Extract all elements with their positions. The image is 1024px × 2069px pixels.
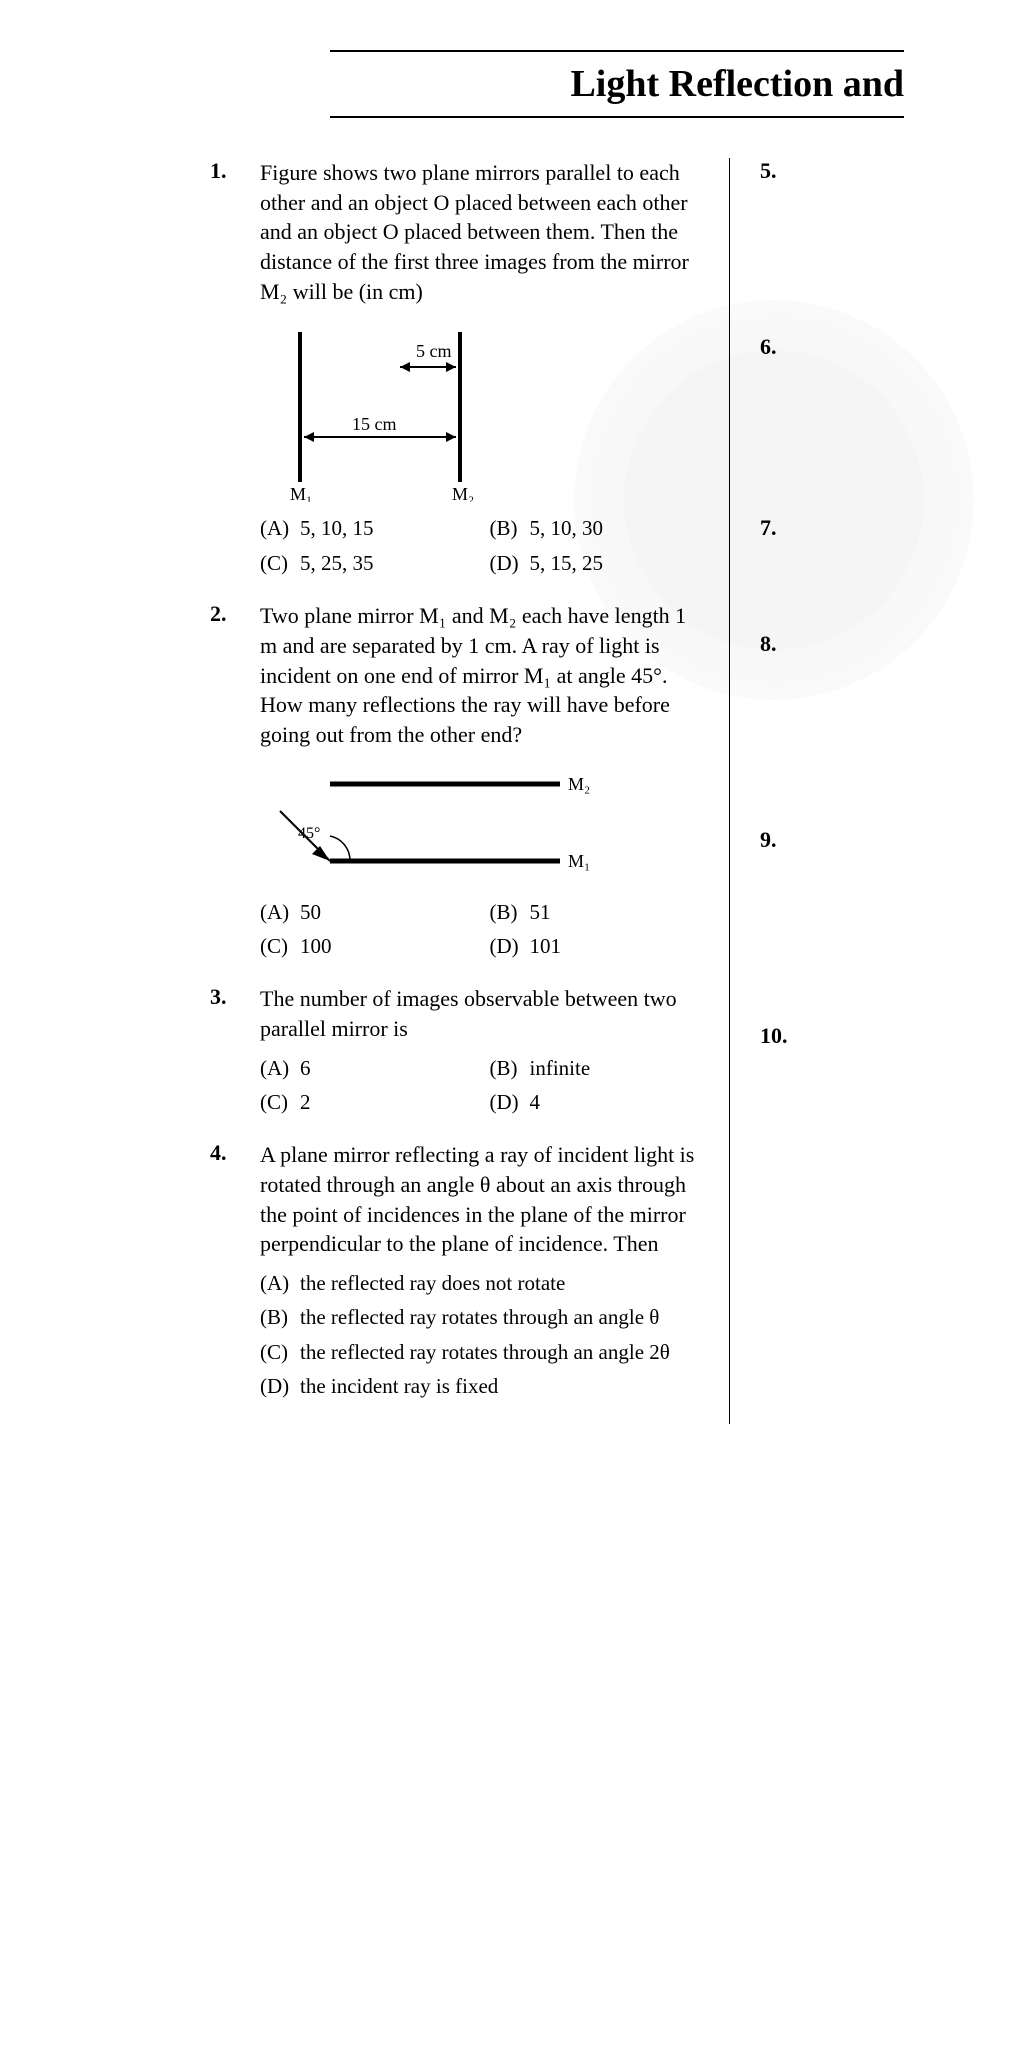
right-question-number: 8. [760, 631, 880, 657]
figure-parallel-mirrors: 5 cm 15 cm M₁ M₂ [260, 322, 699, 502]
chapter-title: Light Reflection and [0, 62, 1024, 106]
right-question-number: 10. [760, 1023, 880, 1049]
right-question-number: 6. [760, 334, 880, 360]
option-d: (D)4 [490, 1088, 700, 1116]
question-number: 1. [210, 158, 260, 577]
question-1: 1. Figure shows two plane mirrors parall… [210, 158, 699, 577]
fig-label-45: 45° [298, 825, 320, 842]
options: (A)the reflected ray does not rotate (B)… [260, 1269, 699, 1400]
ray-svg: M₂ M₁ 45° [260, 766, 620, 886]
option-c: (C)2 [260, 1088, 470, 1116]
question-body: Figure shows two plane mirrors parallel … [260, 158, 699, 577]
column-left: 1. Figure shows two plane mirrors parall… [0, 158, 730, 1424]
fig-label-15cm: 15 cm [352, 414, 397, 434]
option-a: (A)6 [260, 1054, 470, 1082]
option-a: (A)50 [260, 898, 470, 926]
option-b: (B)5, 10, 30 [490, 514, 700, 542]
fig-label-5cm: 5 cm [416, 341, 452, 361]
question-text: A plane mirror reflecting a ray of incid… [260, 1140, 699, 1259]
option-a: (A)5, 10, 15 [260, 514, 470, 542]
option-b: (B)infinite [490, 1054, 700, 1082]
header-rule-bottom [330, 116, 904, 118]
option-b: (B)the reflected ray rotates through an … [260, 1303, 699, 1331]
content-row: 1. Figure shows two plane mirrors parall… [0, 158, 1024, 1424]
option-c: (C)100 [260, 932, 470, 960]
right-question-number: 5. [760, 158, 880, 184]
question-body: Two plane mirror M₁ and M₂ each have len… [260, 601, 699, 960]
question-text: Figure shows two plane mirrors parallel … [260, 158, 699, 306]
question-text: The number of images observable between … [260, 984, 699, 1043]
figure-ray-mirrors: M₂ M₁ 45° [260, 766, 699, 886]
question-body: The number of images observable between … [260, 984, 699, 1116]
question-body: A plane mirror reflecting a ray of incid… [260, 1140, 699, 1400]
header-rule-top [330, 50, 904, 52]
fig-label-m1: M₁ [568, 851, 590, 871]
fig-label-m1: M₁ [290, 484, 312, 502]
right-question-number: 9. [760, 827, 880, 853]
options: (A)5, 10, 15 (B)5, 10, 30 (C)5, 25, 35 (… [260, 514, 699, 577]
mirrors-svg: 5 cm 15 cm M₁ M₂ [260, 322, 520, 502]
question-number: 3. [210, 984, 260, 1116]
options: (A)50 (B)51 (C)100 (D)101 [260, 898, 699, 961]
question-4: 4. A plane mirror reflecting a ray of in… [210, 1140, 699, 1400]
page: Light Reflection and 1. Figure shows two… [0, 0, 1024, 2069]
option-c: (C)5, 25, 35 [260, 549, 470, 577]
option-d: (D)5, 15, 25 [490, 549, 700, 577]
option-d: (D)101 [490, 932, 700, 960]
right-question-number: 7. [760, 515, 880, 541]
question-number: 2. [210, 601, 260, 960]
column-right: 5. 6. 7. 8. 9. 10. [730, 158, 880, 1424]
fig-label-m2: M₂ [568, 774, 590, 794]
question-text: Two plane mirror M₁ and M₂ each have len… [260, 601, 699, 749]
option-b: (B)51 [490, 898, 700, 926]
option-a: (A)the reflected ray does not rotate [260, 1269, 699, 1297]
question-2: 2. Two plane mirror M₁ and M₂ each have … [210, 601, 699, 960]
option-c: (C)the reflected ray rotates through an … [260, 1338, 699, 1366]
fig-label-m2: M₂ [452, 484, 474, 502]
option-d: (D)the incident ray is fixed [260, 1372, 699, 1400]
question-3: 3. The number of images observable betwe… [210, 984, 699, 1116]
options: (A)6 (B)infinite (C)2 (D)4 [260, 1054, 699, 1117]
question-number: 4. [210, 1140, 260, 1400]
